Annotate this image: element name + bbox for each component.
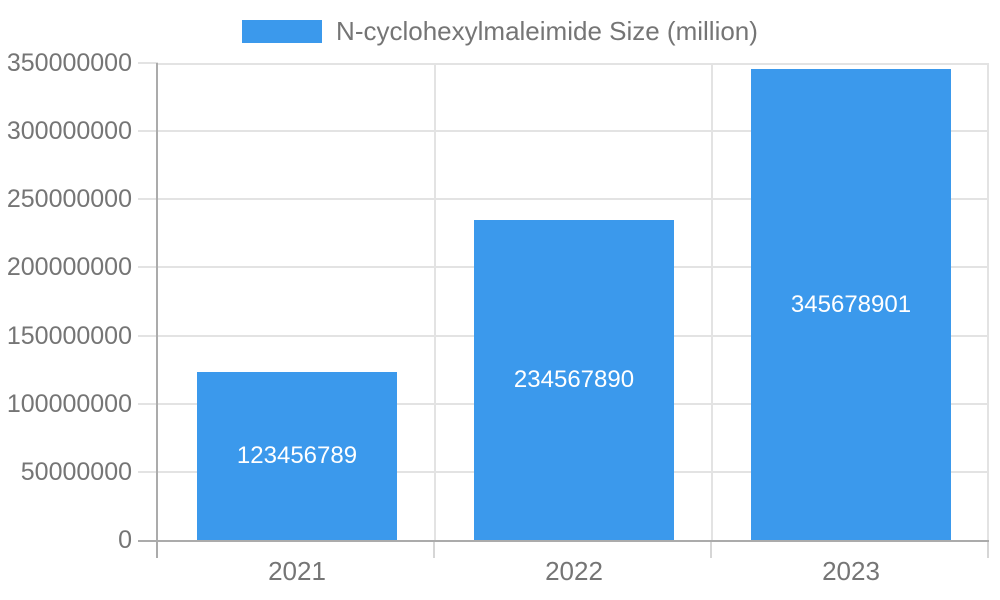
y-tick-label: 250000000 xyxy=(6,185,132,213)
y-axis-tick xyxy=(138,471,158,473)
bar[interactable]: 234567890 xyxy=(474,220,674,540)
bar[interactable]: 123456789 xyxy=(197,372,397,540)
y-axis-line xyxy=(156,63,158,558)
y-tick-label: 0 xyxy=(118,526,132,554)
bar[interactable]: 345678901 xyxy=(751,69,951,540)
y-tick-label: 50000000 xyxy=(20,458,132,486)
gridline-horizontal xyxy=(158,130,989,132)
y-axis-tick xyxy=(138,130,158,132)
y-axis-tick xyxy=(138,62,158,64)
bar-value-label: 123456789 xyxy=(236,442,358,469)
gridline-vertical xyxy=(434,63,436,540)
legend-swatch-icon xyxy=(242,20,323,43)
y-axis-tick xyxy=(138,198,158,200)
y-axis-tick xyxy=(138,335,158,337)
x-tick-label: 2023 xyxy=(822,556,880,586)
bar-value-label: 345678901 xyxy=(790,290,912,318)
y-tick-label: 300000000 xyxy=(6,117,132,145)
x-axis-tick xyxy=(987,542,989,558)
y-tick-label: 200000000 xyxy=(6,253,132,281)
y-tick-label: 100000000 xyxy=(6,390,132,418)
gridline-horizontal xyxy=(158,198,989,200)
y-tick-label: 350000000 xyxy=(6,49,132,77)
y-axis-tick xyxy=(138,266,158,268)
y-axis-tick xyxy=(138,540,158,542)
legend-label: N-cyclohexylmaleimide Size (million) xyxy=(336,16,758,46)
chart-legend[interactable]: N-cyclohexylmaleimide Size (million) xyxy=(0,16,1000,47)
x-tick-label: 2022 xyxy=(545,556,603,586)
x-tick-label: 2021 xyxy=(268,556,326,586)
plot-right-border xyxy=(987,63,989,540)
x-axis-tick xyxy=(710,542,712,558)
gridline-vertical xyxy=(711,63,713,540)
x-axis-tick xyxy=(433,542,435,558)
gridline-horizontal xyxy=(158,63,989,65)
bar-value-label: 234567890 xyxy=(513,366,635,393)
y-tick-label: 150000000 xyxy=(6,322,132,350)
y-axis-tick xyxy=(138,403,158,405)
x-axis-line xyxy=(156,540,989,542)
